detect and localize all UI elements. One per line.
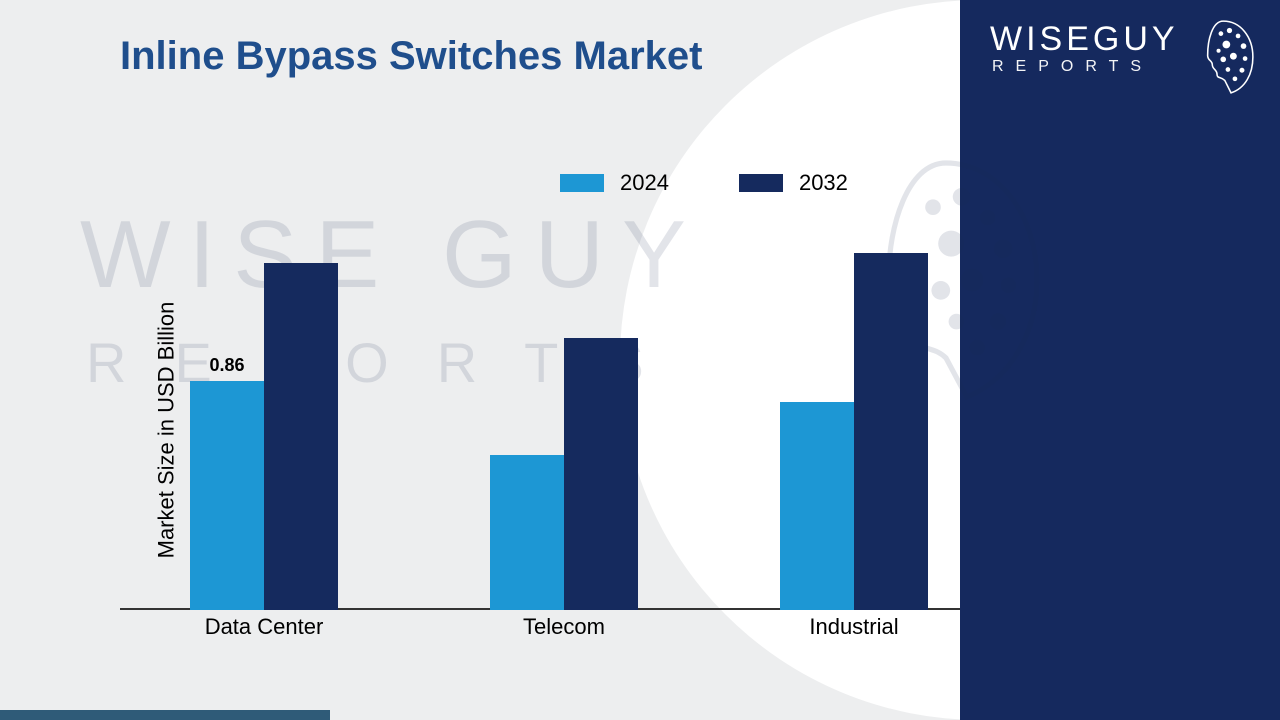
bar (854, 253, 928, 610)
chart-area: Market Size in USD Billion 0.86Data Cent… (90, 210, 960, 650)
legend-swatch-2032 (739, 174, 783, 192)
bar (564, 338, 638, 610)
logo-head-icon (1178, 18, 1256, 96)
bar (264, 263, 338, 610)
brand-logo: WISEGUY REPORTS (990, 22, 1250, 76)
bottom-accent-bar (0, 710, 330, 720)
logo-word-wise: WISE (990, 20, 1093, 58)
bar-group (780, 253, 928, 610)
legend-label-2032: 2032 (799, 170, 848, 196)
bar-group: 0.86 (190, 263, 338, 610)
legend-item-2032: 2032 (739, 170, 848, 196)
category-label: Industrial (774, 614, 934, 639)
legend: 2024 2032 (560, 170, 848, 196)
bar-value-label: 0.86 (209, 355, 244, 376)
plot-area: 0.86Data CenterTelecomIndustrial (120, 210, 960, 610)
bar-group (490, 338, 638, 610)
category-label: Data Center (184, 614, 344, 639)
bar: 0.86 (190, 381, 264, 610)
bar (780, 402, 854, 610)
stage: WISE GUY REPORTS WISEGUY REPORTS Inli (0, 0, 1280, 720)
logo-word-guy: GUY (1093, 20, 1179, 58)
legend-label-2024: 2024 (620, 170, 669, 196)
legend-swatch-2024 (560, 174, 604, 192)
category-label: Telecom (484, 614, 644, 639)
chart-title: Inline Bypass Switches Market (120, 34, 702, 79)
bar (490, 455, 564, 610)
legend-item-2024: 2024 (560, 170, 669, 196)
